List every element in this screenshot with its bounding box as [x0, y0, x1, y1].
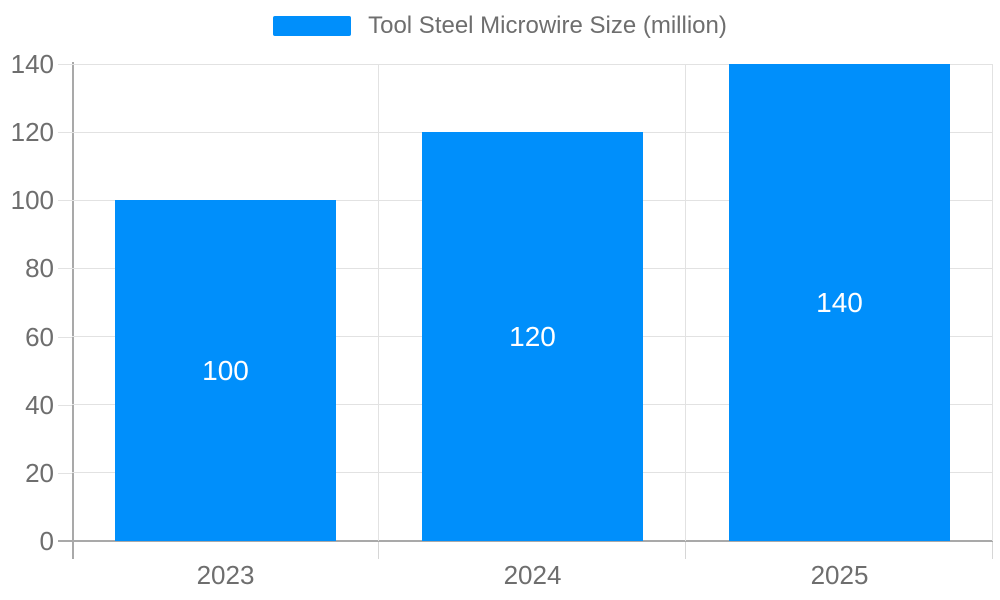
x-tick-2: [685, 542, 686, 559]
x-axis-line: [58, 540, 993, 542]
y-axis-label-40: 40: [25, 389, 54, 420]
y-axis-line: [72, 62, 74, 559]
x-axis-label-2023: 2023: [196, 560, 255, 590]
y-axis-label-120: 120: [10, 117, 54, 148]
y-axis-label-100: 100: [10, 185, 54, 216]
y-axis-label-20: 20: [25, 457, 54, 488]
bar-value-label-140: 140: [816, 286, 863, 318]
y-tick-20: [58, 472, 72, 474]
y-axis-label-0: 0: [39, 526, 54, 556]
y-tick-80: [58, 268, 72, 270]
bar-2024[interactable]: 120: [422, 132, 643, 541]
bar-2023[interactable]: 100: [115, 200, 336, 541]
h-gridline-120: [72, 131, 993, 133]
y-axis-label-140: 140: [10, 49, 54, 79]
x-axis-label-2025: 2025: [810, 560, 869, 590]
x-axis-label-2024: 2024: [503, 560, 562, 590]
chart-legend[interactable]: Tool Steel Microwire Size (million): [0, 14, 1000, 38]
v-gridline-1: [378, 64, 379, 541]
bar-value-label-120: 120: [509, 320, 556, 352]
bar-value-label-100: 100: [202, 354, 249, 386]
v-gridline-3: [992, 64, 993, 541]
legend-label: Tool Steel Microwire Size (million): [368, 12, 727, 39]
y-tick-120: [58, 132, 72, 134]
y-tick-140: [58, 64, 72, 65]
legend-swatch-icon: [273, 16, 352, 36]
y-axis-label-80: 80: [25, 253, 54, 284]
y-tick-60: [58, 336, 72, 338]
y-tick-40: [58, 404, 72, 406]
y-tick-100: [58, 200, 72, 202]
v-gridline-2: [685, 64, 686, 541]
plot-area: 100 120 140: [72, 63, 993, 541]
bar-2025[interactable]: 140: [729, 64, 950, 541]
h-gridline-140: [72, 63, 993, 65]
x-tick-1: [378, 542, 379, 559]
x-tick-3: [992, 542, 993, 559]
y-axis-label-60: 60: [25, 321, 54, 352]
